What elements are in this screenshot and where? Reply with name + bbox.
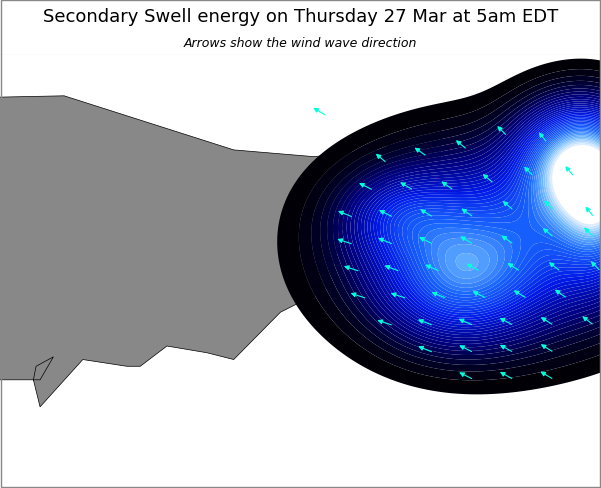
- Text: Secondary Swell energy on Thursday 27 Mar at 5am EDT: Secondary Swell energy on Thursday 27 Ma…: [43, 8, 558, 26]
- Text: Arrows show the wind wave direction: Arrows show the wind wave direction: [184, 37, 417, 50]
- Polygon shape: [0, 97, 441, 407]
